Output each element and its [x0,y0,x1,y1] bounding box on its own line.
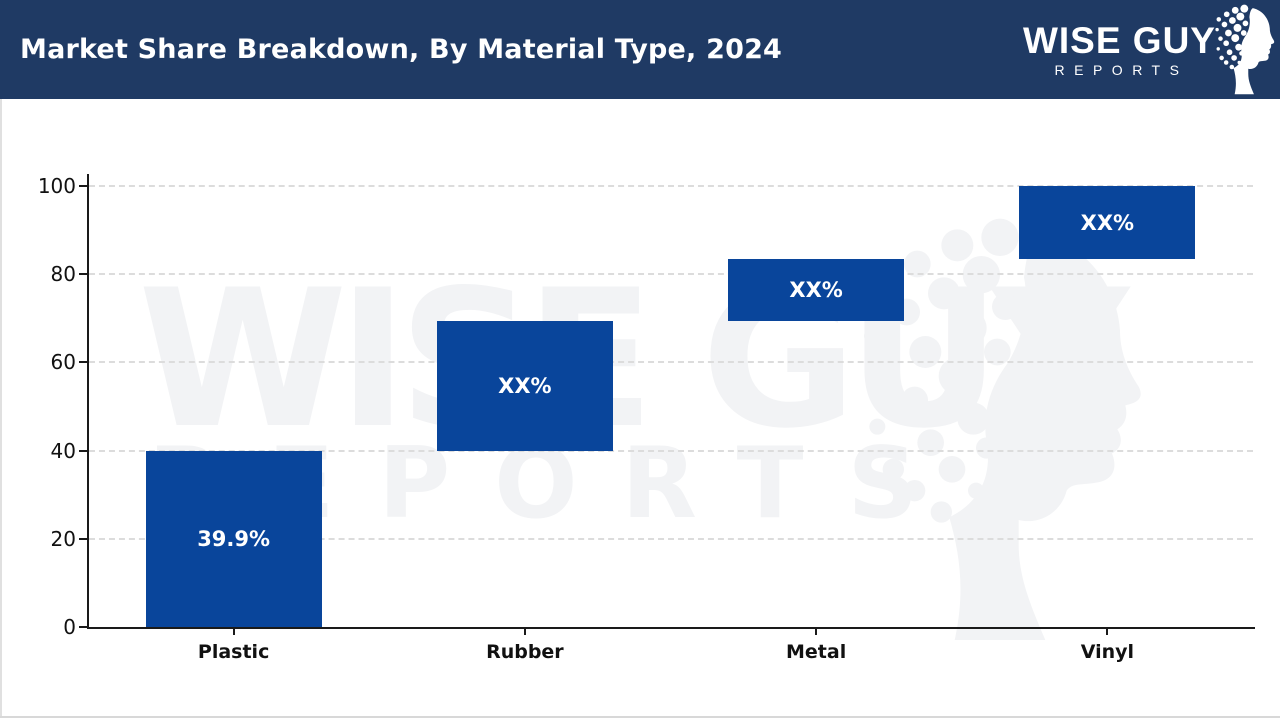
gridline [89,537,1253,540]
x-category-label: Rubber [486,641,564,663]
gridline [89,449,1253,452]
x-category-label: Metal [786,641,847,663]
logo-wordmark: WISE GUY [1022,19,1216,61]
page-title: Market Share Breakdown, By Material Type… [20,34,783,65]
x-category-label: Plastic [197,641,270,663]
brand-logo: WISE GUY REPORTS [1023,0,1280,99]
y-tick-mark [79,626,87,628]
y-tick-label: 100 [37,174,76,198]
y-axis-line [87,174,89,629]
y-tick-mark [79,361,87,364]
bar-vinyl: XX% [1019,186,1196,260]
gridline [89,361,1253,364]
bar-value-label: 39.9% [197,527,271,551]
x-category-label: Vinyl [1080,641,1135,663]
bar-rubber: XX% [436,321,613,452]
x-tick-mark [1106,629,1109,635]
bar-metal: XX% [728,259,905,322]
bar-value-label: XX% [1080,210,1135,235]
y-tick-label: 80 [50,262,76,287]
logo-face-icon [1215,4,1275,94]
bar-value-label: XX% [789,278,843,303]
logo-text: WISE GUY REPORTS [1023,22,1216,78]
y-tick-mark [79,537,87,540]
gridline [89,273,1253,276]
x-tick-mark [523,629,526,635]
screenshot-bottom-border [0,716,1280,718]
y-tick-mark [79,449,87,452]
x-axis-line [87,627,1255,629]
y-tick-label: 40 [50,438,76,463]
header-bar: Market Share Breakdown, By Material Type… [0,0,1280,99]
y-tick-label: 60 [50,350,76,375]
screenshot-left-border [0,99,2,718]
bar-plastic: 39.9% [145,451,322,627]
x-tick-mark [815,629,818,635]
gridline [89,185,1253,187]
x-tick-mark [232,629,235,635]
logo-subtitle: REPORTS [1054,61,1189,78]
y-tick-label: 20 [50,526,76,551]
y-tick-mark [79,185,87,187]
bar-value-label: XX% [498,374,552,399]
y-tick-mark [79,273,87,276]
y-tick-label: 0 [63,615,76,639]
